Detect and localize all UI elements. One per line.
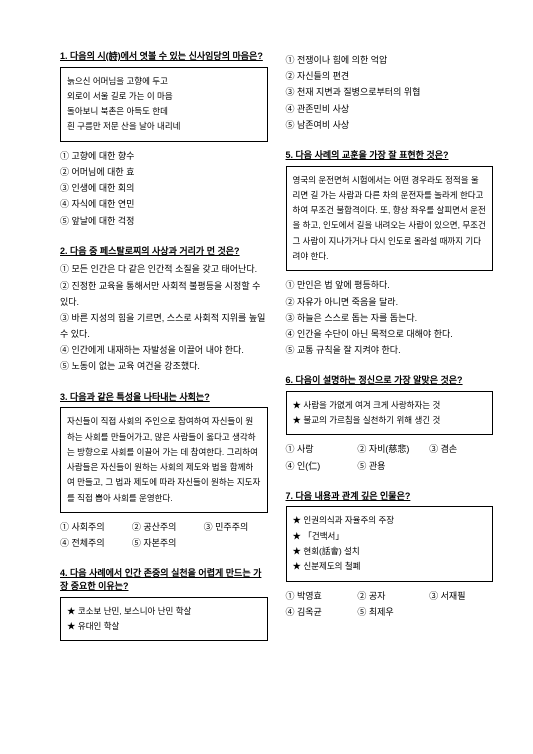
question-1: 1. 다음의 시(詩)에서 엿볼 수 있는 신사임당의 마음은? 늙으신 어머님… (60, 50, 268, 229)
q7-box: 인권의식과 자율주의 주장 「건백서」 현회(話會) 설치 신분제도의 철폐 (286, 506, 494, 581)
option: ⑤ 노동이 없는 교육 여건을 강조했다. (60, 358, 268, 374)
option: ④ 인간에게 내재하는 자발성을 이끌어 내야 한다. (60, 342, 268, 358)
q2-options: ① 모든 인간은 다 같은 인간적 소질을 갖고 태어난다. ② 진정한 교육을… (60, 261, 268, 374)
bullet-line: 사람을 가엾게 여겨 크게 사랑하자는 것 (293, 398, 487, 413)
bullet-line: 코소보 난민, 보스니아 난민 학살 (67, 604, 261, 619)
q7-title: 7. 다음 내용과 관계 깊은 인물은? (286, 490, 494, 503)
q5-options: ① 만인은 법 앞에 평등하다. ② 자유가 아니면 죽음을 달라. ③ 하늘은… (286, 277, 494, 358)
option: ② 공자 (357, 588, 421, 604)
q3-box: 자신들이 직접 사회의 주인으로 참여하여 자신들이 원하는 사회를 만들어가고… (60, 407, 268, 513)
bullet-line: 현회(話會) 설치 (293, 544, 487, 559)
option: ③ 인생에 대한 회의 (60, 180, 268, 196)
option: ② 자비(慈悲) (357, 441, 421, 457)
option: ② 자유가 아니면 죽음을 달라. (286, 294, 494, 310)
option: ⑤ 최제우 (357, 604, 421, 620)
option: ④ 전체주의 (60, 535, 124, 551)
question-2: 2. 다음 중 페스탈로찌의 사상과 거리가 먼 것은? ① 모든 인간은 다 … (60, 245, 268, 375)
option: ⑤ 남존여비 사상 (286, 117, 494, 133)
q5-title: 5. 다음 사례의 교훈을 가장 잘 표현한 것은? (286, 149, 494, 162)
poem-line: 흰 구름만 저문 산을 날아 내리네 (67, 119, 261, 134)
bullet-line: 불교의 가르침을 실천하기 위해 생긴 것 (293, 413, 487, 428)
poem-line: 늙으신 어머님을 고향에 두고 (67, 74, 261, 89)
q3-title: 3. 다음과 같은 특성을 나타내는 사회는? (60, 391, 268, 404)
q1-title: 1. 다음의 시(詩)에서 엿볼 수 있는 신사임당의 마음은? (60, 50, 268, 63)
left-column: 1. 다음의 시(詩)에서 엿볼 수 있는 신사임당의 마음은? 늙으신 어머님… (60, 50, 268, 734)
option: ⑤ 자본주의 (132, 535, 196, 551)
q4-box: 코소보 난민, 보스니아 난민 학살 유대인 학살 (60, 597, 268, 642)
bullet-line: 인권의식과 자율주의 주장 (293, 513, 487, 528)
option: ② 공산주의 (132, 519, 196, 535)
question-4-options: ① 전쟁이나 힘에 의한 억압 ② 자신들의 편견 ③ 천재 지변과 질병으로부… (286, 50, 494, 133)
option: ③ 겸손 (429, 441, 493, 457)
question-5: 5. 다음 사례의 교훈을 가장 잘 표현한 것은? 영국의 운전면허 시험에서… (286, 149, 494, 358)
q1-options: ① 고향에 대한 향수 ② 어머님에 대한 효 ③ 인생에 대한 회의 ④ 자식… (60, 148, 268, 229)
q7-options: ① 박영효 ② 공자 ③ 서재필 ④ 김옥균 ⑤ 최제우 _ (286, 588, 494, 620)
bullet-line: 「건백서」 (293, 529, 487, 544)
option: ④ 인간을 수단이 아닌 목적으로 대해야 한다. (286, 326, 494, 342)
option: ④ 자식에 대한 연민 (60, 196, 268, 212)
q6-box: 사람을 가엾게 여겨 크게 사랑하자는 것 불교의 가르침을 실천하기 위해 생… (286, 391, 494, 436)
q1-poem-box: 늙으신 어머님을 고향에 두고 외로이 서울 길로 가는 이 마음 돌아보니 북… (60, 67, 268, 142)
option: ① 전쟁이나 힘에 의한 억압 (286, 52, 494, 68)
option: ③ 하늘은 스스로 돕는 자를 돕는다. (286, 310, 494, 326)
option: ④ 인(仁) (286, 458, 350, 474)
question-3: 3. 다음과 같은 특성을 나타내는 사회는? 자신들이 직접 사회의 주인으로… (60, 391, 268, 552)
option: ③ 천재 지변과 질병으로부터의 위협 (286, 84, 494, 100)
option: ⑤ 교통 규칙을 잘 지켜야 한다. (286, 342, 494, 358)
option: ③ 민주주의 (204, 519, 268, 535)
q4-title: 4. 다음 사례에서 인간 존중의 실천을 어렵게 만드는 가장 중요한 이유는… (60, 567, 268, 592)
q6-options: ① 사랑 ② 자비(慈悲) ③ 겸손 ④ 인(仁) ⑤ 관용 _ (286, 441, 494, 473)
option: ④ 관존민비 사상 (286, 101, 494, 117)
option: ③ 바른 지성의 힘을 기르면, 스스로 사회적 지위를 높일 수 있다. (60, 310, 268, 342)
q5-box: 영국의 운전면허 시험에서는 어떤 경우라도 정적을 울리면 길 가는 사람과 … (286, 166, 494, 272)
option: ③ 서재필 (429, 588, 493, 604)
option: ② 자신들의 편견 (286, 68, 494, 84)
option: ① 박영효 (286, 588, 350, 604)
option: ② 어머님에 대한 효 (60, 164, 268, 180)
option: ① 고향에 대한 향수 (60, 148, 268, 164)
option: ④ 김옥균 (286, 604, 350, 620)
bullet-line: 유대인 학살 (67, 619, 261, 634)
q3-options: ① 사회주의 ② 공산주의 ③ 민주주의 ④ 전체주의 ⑤ 자본주의 _ (60, 519, 268, 551)
option: ⑤ 앞날에 대한 걱정 (60, 213, 268, 229)
question-7: 7. 다음 내용과 관계 깊은 인물은? 인권의식과 자율주의 주장 「건백서」… (286, 490, 494, 620)
option: ⑤ 관용 (357, 458, 421, 474)
question-6: 6. 다음이 설명하는 정신으로 가장 알맞은 것은? 사람을 가엾게 여겨 크… (286, 374, 494, 474)
poem-line: 외로이 서울 길로 가는 이 마음 (67, 89, 261, 104)
option: ① 사랑 (286, 441, 350, 457)
question-4: 4. 다음 사례에서 인간 존중의 실천을 어렵게 만드는 가장 중요한 이유는… (60, 567, 268, 647)
poem-line: 돌아보니 북촌은 아득도 한데 (67, 104, 261, 119)
option: ① 사회주의 (60, 519, 124, 535)
option: ② 진정한 교육을 통해서만 사회적 불평등을 시정할 수 있다. (60, 278, 268, 310)
option: ① 만인은 법 앞에 평등하다. (286, 277, 494, 293)
q6-title: 6. 다음이 설명하는 정신으로 가장 알맞은 것은? (286, 374, 494, 387)
q2-title: 2. 다음 중 페스탈로찌의 사상과 거리가 먼 것은? (60, 245, 268, 258)
option: ① 모든 인간은 다 같은 인간적 소질을 갖고 태어난다. (60, 261, 268, 277)
right-column: ① 전쟁이나 힘에 의한 억압 ② 자신들의 편견 ③ 천재 지변과 질병으로부… (286, 50, 494, 734)
bullet-line: 신분제도의 철폐 (293, 559, 487, 574)
